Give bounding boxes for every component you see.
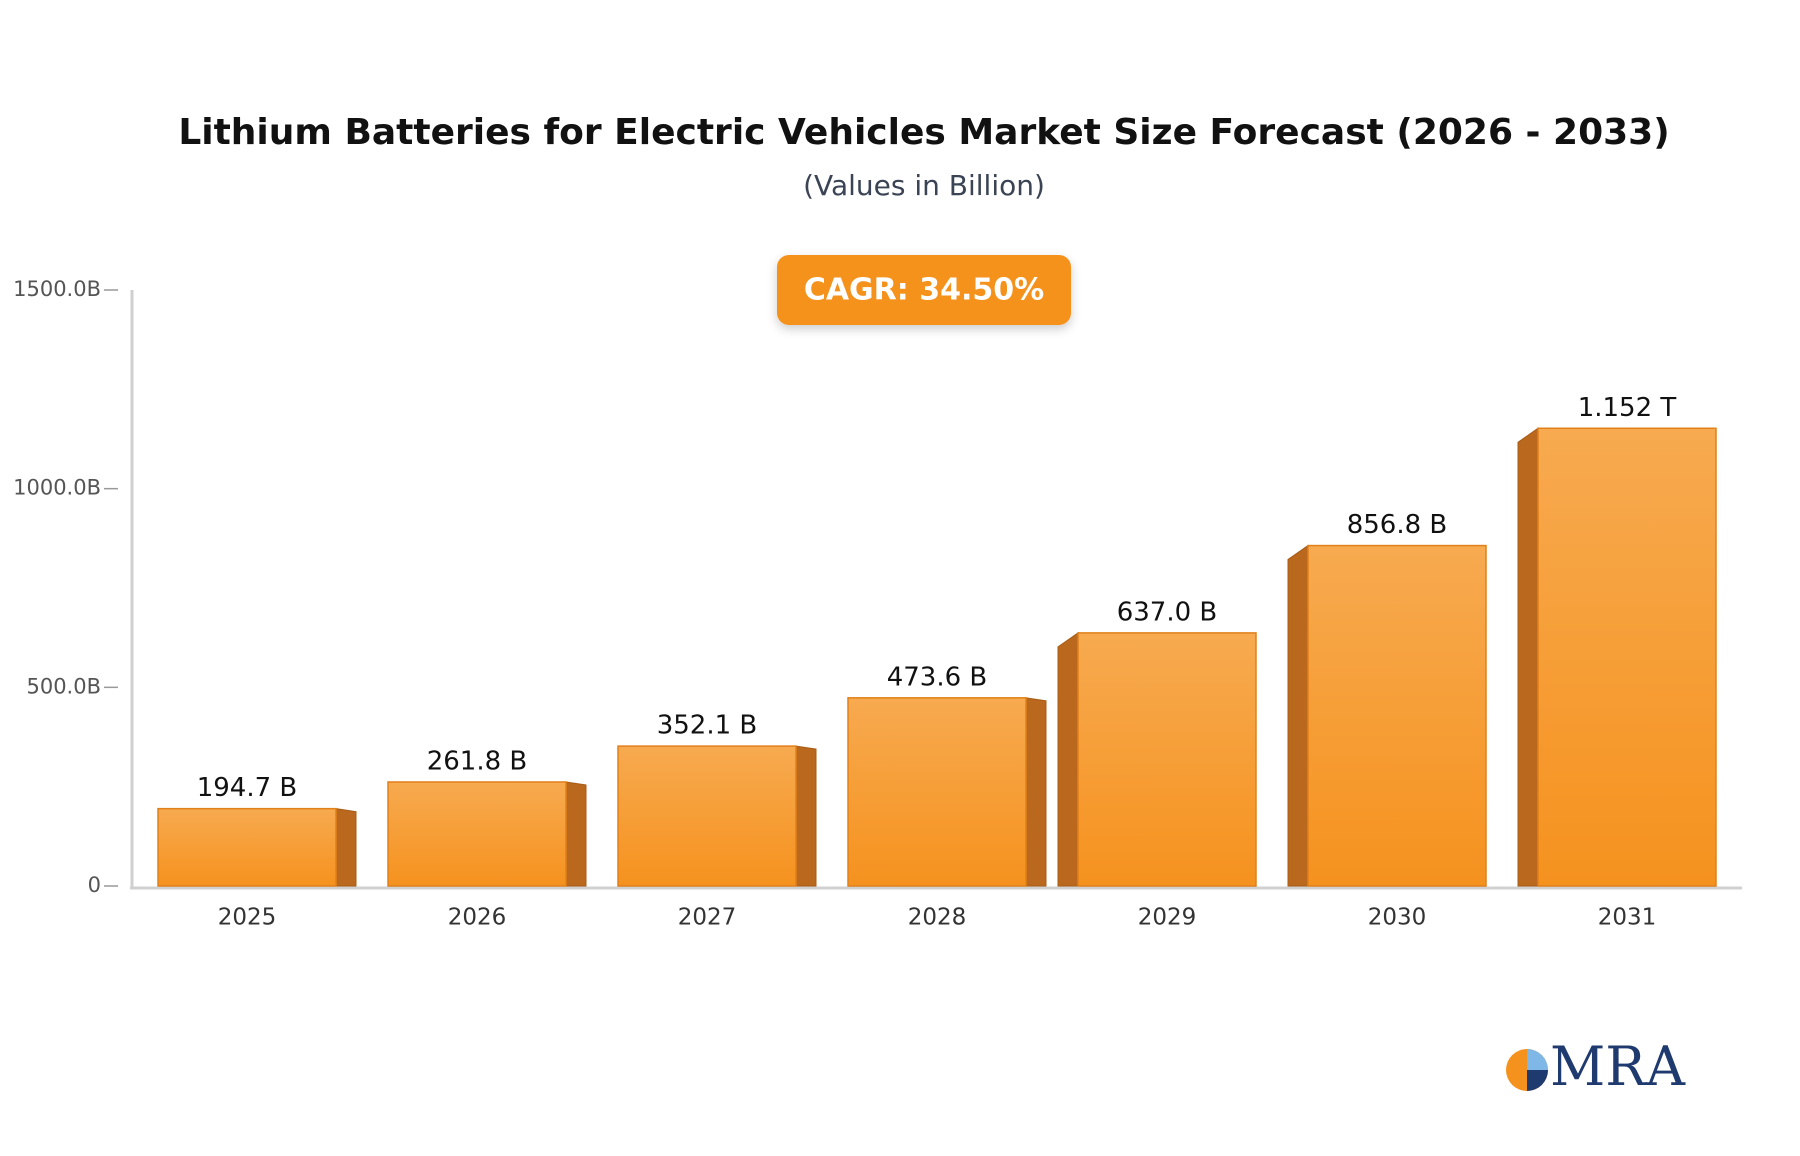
x-tick-label: 2029 [1138,905,1197,931]
logo-text: MRA [1550,1035,1686,1098]
bar [617,745,797,887]
bar [387,781,567,887]
bar-side [1057,631,1079,887]
bar-side [795,745,817,887]
x-tick-label: 2030 [1368,905,1427,931]
y-tick-label: 1500.0B [13,277,101,301]
chart-subtitle: (Values in Billion) [803,169,1045,202]
cagr-label: CAGR: 34.50% [804,273,1044,308]
bar-side [565,781,587,887]
y-tick-label: 0 [88,873,101,897]
value-label: 473.6 B [887,662,988,692]
value-label: 352.1 B [657,711,758,741]
y-tick-label: 1000.0B [13,476,101,500]
x-tick-label: 2028 [908,905,967,931]
bar [847,697,1027,887]
logo: MRA [1506,1035,1686,1098]
logo-icon-slice [1527,1049,1548,1070]
value-label: 194.7 B [197,773,298,803]
bar [1537,427,1717,887]
x-tick-label: 2031 [1598,905,1657,931]
x-tick-label: 2025 [218,905,277,931]
cagr-badge [777,255,1071,325]
y-tick-label: 500.0B [26,674,101,698]
value-label: 637.0 B [1117,597,1218,627]
x-tick-label: 2027 [678,905,737,931]
bar-side [1517,427,1539,887]
bar [157,807,337,887]
logo-icon-slice [1527,1070,1548,1091]
value-label: 261.8 B [427,746,528,776]
bar-side [1025,697,1047,887]
bar [1307,544,1487,887]
chart-title: Lithium Batteries for Electric Vehicles … [178,112,1669,153]
bar [1077,632,1257,887]
bar-side [335,808,357,887]
value-label: 1.152 T [1578,393,1677,423]
value-label: 856.8 B [1347,510,1448,540]
bar-side [1287,544,1309,887]
x-tick-label: 2026 [448,905,507,931]
